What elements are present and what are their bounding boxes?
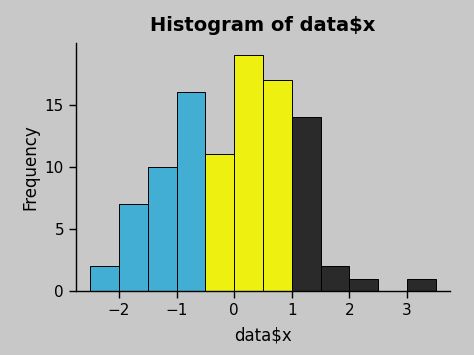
Bar	[263, 80, 292, 291]
Bar	[292, 117, 321, 291]
Title: Histogram of data$x: Histogram of data$x	[150, 16, 376, 36]
Bar	[321, 266, 349, 291]
Y-axis label: Frequency: Frequency	[21, 124, 39, 210]
Bar	[407, 279, 436, 291]
Bar	[90, 266, 119, 291]
Bar	[177, 92, 205, 291]
Bar	[205, 154, 234, 291]
X-axis label: data$x: data$x	[234, 326, 292, 344]
Bar	[148, 167, 177, 291]
Bar	[349, 279, 378, 291]
Bar	[119, 204, 148, 291]
Bar	[234, 55, 263, 291]
